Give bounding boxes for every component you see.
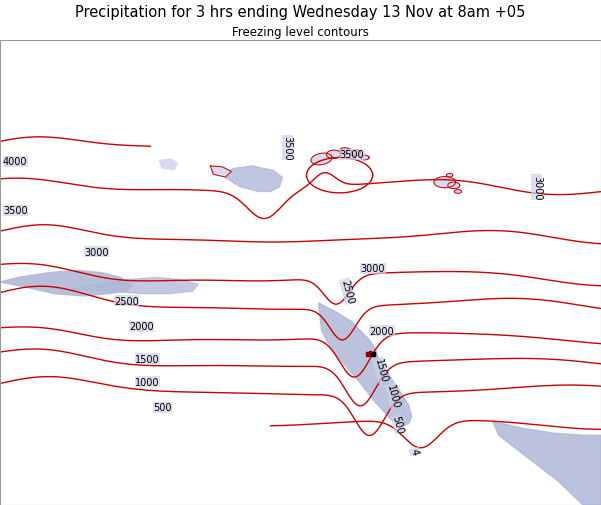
Polygon shape bbox=[210, 167, 231, 178]
Text: 3500: 3500 bbox=[3, 206, 28, 216]
Text: 500: 500 bbox=[153, 402, 172, 413]
Polygon shape bbox=[351, 150, 361, 157]
Polygon shape bbox=[311, 154, 332, 166]
Text: 3000: 3000 bbox=[532, 175, 542, 199]
Polygon shape bbox=[447, 174, 453, 178]
Text: 3000: 3000 bbox=[84, 247, 109, 258]
Text: Precipitation for 3 hrs ending Wednesday 13 Nov at 8am +05: Precipitation for 3 hrs ending Wednesday… bbox=[75, 5, 526, 20]
Polygon shape bbox=[326, 151, 341, 159]
Polygon shape bbox=[0, 271, 132, 296]
Text: 4000: 4000 bbox=[3, 157, 28, 167]
Polygon shape bbox=[434, 177, 456, 188]
Text: 4: 4 bbox=[409, 447, 420, 456]
Text: 2000: 2000 bbox=[129, 322, 154, 331]
Text: 500: 500 bbox=[391, 414, 405, 434]
Text: 3500: 3500 bbox=[282, 136, 293, 160]
Polygon shape bbox=[319, 304, 412, 426]
Polygon shape bbox=[340, 148, 352, 155]
Text: 1500: 1500 bbox=[373, 358, 389, 384]
Text: Freezing level contours: Freezing level contours bbox=[232, 26, 369, 39]
Polygon shape bbox=[361, 156, 369, 161]
Polygon shape bbox=[222, 167, 282, 192]
Polygon shape bbox=[159, 160, 177, 170]
Polygon shape bbox=[448, 183, 460, 189]
Text: 1500: 1500 bbox=[135, 354, 160, 364]
Polygon shape bbox=[493, 422, 601, 505]
Text: 2500: 2500 bbox=[340, 279, 356, 305]
Text: 2000: 2000 bbox=[370, 326, 394, 336]
Text: 3500: 3500 bbox=[340, 150, 364, 160]
Text: 3000: 3000 bbox=[361, 264, 385, 274]
Text: 1000: 1000 bbox=[385, 383, 401, 409]
Text: 1000: 1000 bbox=[135, 377, 160, 387]
Polygon shape bbox=[72, 278, 198, 294]
Text: 2500: 2500 bbox=[114, 296, 139, 306]
Polygon shape bbox=[454, 190, 462, 194]
